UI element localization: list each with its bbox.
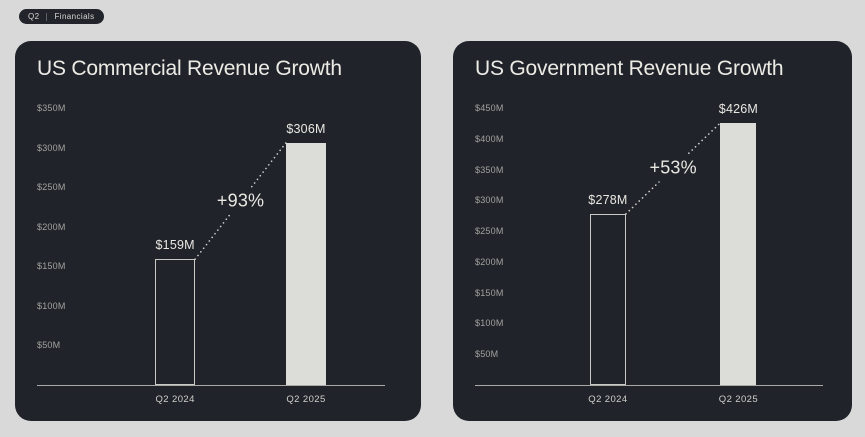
growth-percent-label: +93% <box>209 187 272 215</box>
growth-dotted-line <box>194 142 287 260</box>
y-axis-tick-label: $50M <box>37 340 61 351</box>
y-axis-tick-label: $450M <box>475 103 504 113</box>
badge-financials-label: Financials <box>54 11 95 21</box>
bar-value-label: $159M <box>155 238 195 253</box>
x-axis-label-q2-2024: Q2 2024 <box>155 394 195 405</box>
y-axis-tick-label: $350M <box>475 164 504 175</box>
us-government-revenue-card: US Government Revenue Growth $450M $400M $… <box>453 41 852 421</box>
x-axis-line <box>475 385 823 386</box>
chart-title: US Government Revenue Growth <box>475 57 784 80</box>
y-axis-tick-label: $100M <box>37 300 66 311</box>
y-axis-tick-label: $400M <box>475 133 504 144</box>
y-axis-tick-label: $250M <box>37 182 66 193</box>
y-axis-tick-label: $150M <box>475 287 504 298</box>
quarter-financials-badge: Q2 Financials <box>19 9 104 24</box>
government-chart-plot: $450M $400M $350M $300M $250M $200M $150M $100M… <box>475 102 823 405</box>
x-axis-line <box>37 385 385 386</box>
badge-divider <box>46 12 48 21</box>
growth-dotted-line <box>625 121 722 215</box>
bar-q2-2025 <box>286 142 326 385</box>
x-axis-label-q2-2025: Q2 2025 <box>286 394 326 405</box>
y-axis-tick-label: $300M <box>37 142 66 153</box>
bar-value-label: $278M <box>588 192 628 207</box>
us-commercial-revenue-card: US Commercial Revenue Growth $350M $300M $… <box>15 41 421 421</box>
bar-value-label: $306M <box>286 121 326 136</box>
y-axis-tick-label: $100M <box>475 318 504 329</box>
y-axis-tick-label: $350M <box>37 103 66 113</box>
bar-q2-2025 <box>720 122 757 385</box>
x-axis-label-q2-2024: Q2 2024 <box>588 394 628 405</box>
y-axis-tick-label: $200M <box>37 221 66 232</box>
growth-percent-label: +53% <box>642 154 704 182</box>
y-axis-tick-label: $150M <box>37 261 66 272</box>
y-axis-tick-label: $50M <box>475 349 499 360</box>
chart-title: US Commercial Revenue Growth <box>37 57 342 80</box>
y-axis-tick-label: $200M <box>475 256 504 267</box>
commercial-chart-plot: $350M $300M $250M $200M $150M $100M $50M $159M Q… <box>37 103 385 405</box>
bar-q2-2024 <box>589 213 626 385</box>
y-axis-tick-label: $300M <box>475 195 504 206</box>
badge-quarter-label: Q2 <box>28 11 40 21</box>
bar-q2-2024 <box>155 259 196 385</box>
y-axis-tick-label: $250M <box>475 226 504 237</box>
bar-value-label: $426M <box>718 101 759 116</box>
x-axis-label-q2-2025: Q2 2025 <box>718 394 759 405</box>
